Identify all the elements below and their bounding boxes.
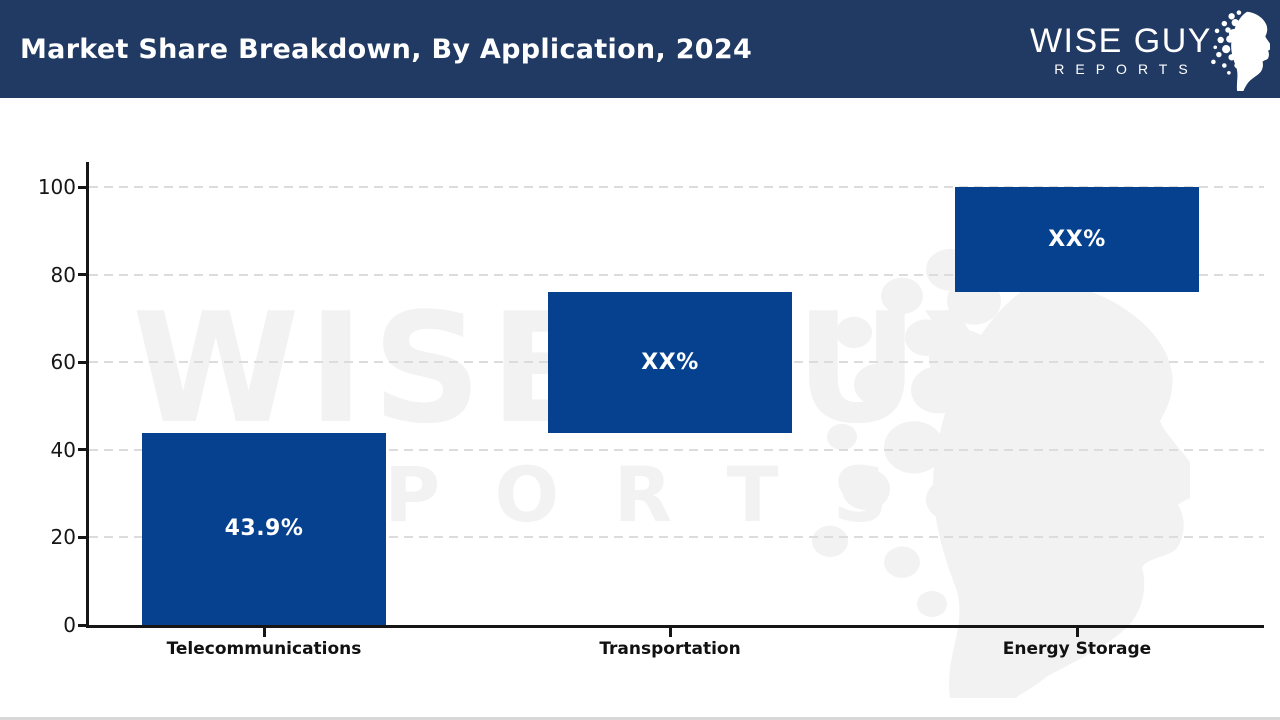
bar-value-label: XX% xyxy=(641,349,699,375)
logo-head-icon xyxy=(1211,10,1270,91)
x-category-label: Energy Storage xyxy=(1002,639,1152,659)
x-tick-mark-1 xyxy=(668,628,672,637)
header-bar: Market Share Breakdown, By Application, … xyxy=(0,0,1280,98)
gridline-40 xyxy=(89,448,1264,451)
logo-subtitle: REPORTS xyxy=(1054,60,1199,77)
y-axis-line xyxy=(86,162,89,628)
y-tick-mark-100 xyxy=(78,185,86,189)
gridline-20 xyxy=(89,536,1264,539)
bar-energy-storage: XX% xyxy=(955,187,1199,293)
y-tick-label-60: 60 xyxy=(50,350,76,375)
gridline-100 xyxy=(89,186,1264,188)
y-tick-mark-20 xyxy=(78,535,86,539)
logo-text: WISE GUY REPORTS xyxy=(1030,24,1212,77)
bar-value-label: XX% xyxy=(1048,227,1106,253)
x-tick-mark-0 xyxy=(262,628,266,637)
x-axis-line xyxy=(86,625,1264,628)
y-tick-mark-80 xyxy=(78,273,86,277)
x-tick-mark-2 xyxy=(1075,628,1079,637)
y-tick-label-20: 20 xyxy=(50,525,76,550)
y-tick-mark-60 xyxy=(78,360,86,364)
y-tick-mark-40 xyxy=(78,448,86,452)
page-title: Market Share Breakdown, By Application, … xyxy=(20,33,753,65)
y-tick-label-0: 0 xyxy=(63,613,76,637)
bar-value-label: 43.9% xyxy=(224,516,304,542)
y-tick-label-40: 40 xyxy=(50,437,76,462)
logo: WISE GUY REPORTS xyxy=(1030,6,1270,94)
y-tick-mark-0 xyxy=(78,623,86,627)
bar-transportation: XX% xyxy=(548,292,792,433)
bar-telecommunications: 43.9% xyxy=(142,432,386,625)
x-category-label: Telecommunications xyxy=(166,639,362,659)
logo-wordmark: WISE GUY xyxy=(1029,21,1212,60)
gridline-80 xyxy=(89,273,1264,276)
x-category-label: Transportation xyxy=(599,639,741,659)
bottom-rule xyxy=(0,717,1280,720)
y-tick-label-80: 80 xyxy=(50,262,76,287)
y-tick-label-100: 100 xyxy=(37,175,76,199)
